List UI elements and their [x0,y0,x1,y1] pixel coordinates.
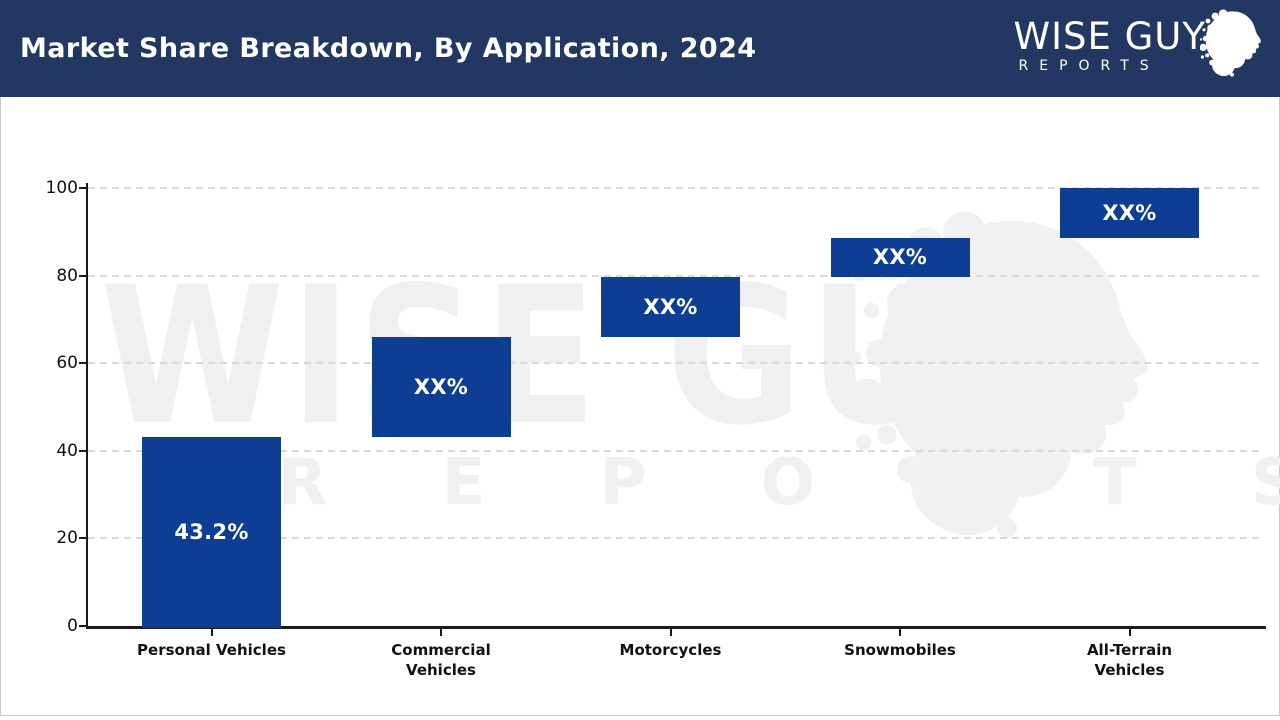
x-tick-mark-motorcycles [669,629,672,636]
bar-personal-vehicles: 43.2% [142,436,281,628]
brand-face-icon [1200,8,1268,86]
y-tick-label-100: 100 [45,178,78,198]
gridline-y-40 [88,449,1264,452]
y-tick-mark-40 [79,449,87,452]
category-label-snowmobiles: Snowmobiles [844,641,956,659]
gridline-y-60 [88,362,1264,364]
brand-logo-text: WISE GUY REPORTS [1014,18,1206,74]
bar-value-label-commercial-vehicles: XX% [413,374,469,399]
y-tick-mark-20 [79,537,87,539]
gridline-y-20 [88,537,1264,539]
bar-value-label-snowmobiles: XX% [872,245,928,270]
category-label-all-terrain-vehicles: All-Terrain Vehicles [1086,641,1173,679]
bar-value-label-personal-vehicles: 43.2% [174,520,249,544]
brand-wordmark: WISE GUY [1013,15,1206,58]
y-tick-label-20: 20 [56,528,78,548]
category-label-personal-vehicles: Personal Vehicles [137,641,286,659]
bar-value-label-motorcycles: XX% [643,294,698,319]
bar-snowmobiles: XX% [830,237,970,277]
y-tick-mark-100 [79,187,87,189]
brand-logo: WISE GUY REPORTS [1014,6,1268,86]
gridline-y-100 [88,187,1264,189]
x-tick-mark-all-terrain-vehicles [1128,629,1131,636]
y-tick-label-0: 0 [67,615,78,636]
y-tick-mark-60 [79,362,87,364]
bar-value-label-all-terrain-vehicles: XX% [1102,200,1157,225]
y-axis-spine [86,183,88,629]
category-label-motorcycles: Motorcycles [619,641,722,659]
brand-subtext: REPORTS [1018,58,1160,74]
bar-motorcycles: XX% [601,276,740,337]
x-axis-spine [86,626,1266,629]
x-tick-mark-commercial-vehicles [440,629,442,636]
x-tick-mark-snowmobiles [899,629,901,636]
page-title: Market Share Breakdown, By Application, … [20,33,757,64]
y-tick-mark-80 [79,274,87,277]
x-tick-mark-personal-vehicles [210,629,213,636]
bar-commercial-vehicles: XX% [371,336,511,437]
y-tick-label-80: 80 [56,265,78,286]
y-tick-mark-0 [79,624,87,627]
y-tick-label-40: 40 [56,440,78,461]
y-tick-label-60: 60 [56,353,78,373]
gridline-y-80 [88,274,1264,277]
chart-header: Market Share Breakdown, By Application, … [0,0,1280,97]
bar-all-terrain-vehicles: XX% [1060,188,1199,238]
category-label-commercial-vehicles: Commercial Vehicles [391,641,491,679]
